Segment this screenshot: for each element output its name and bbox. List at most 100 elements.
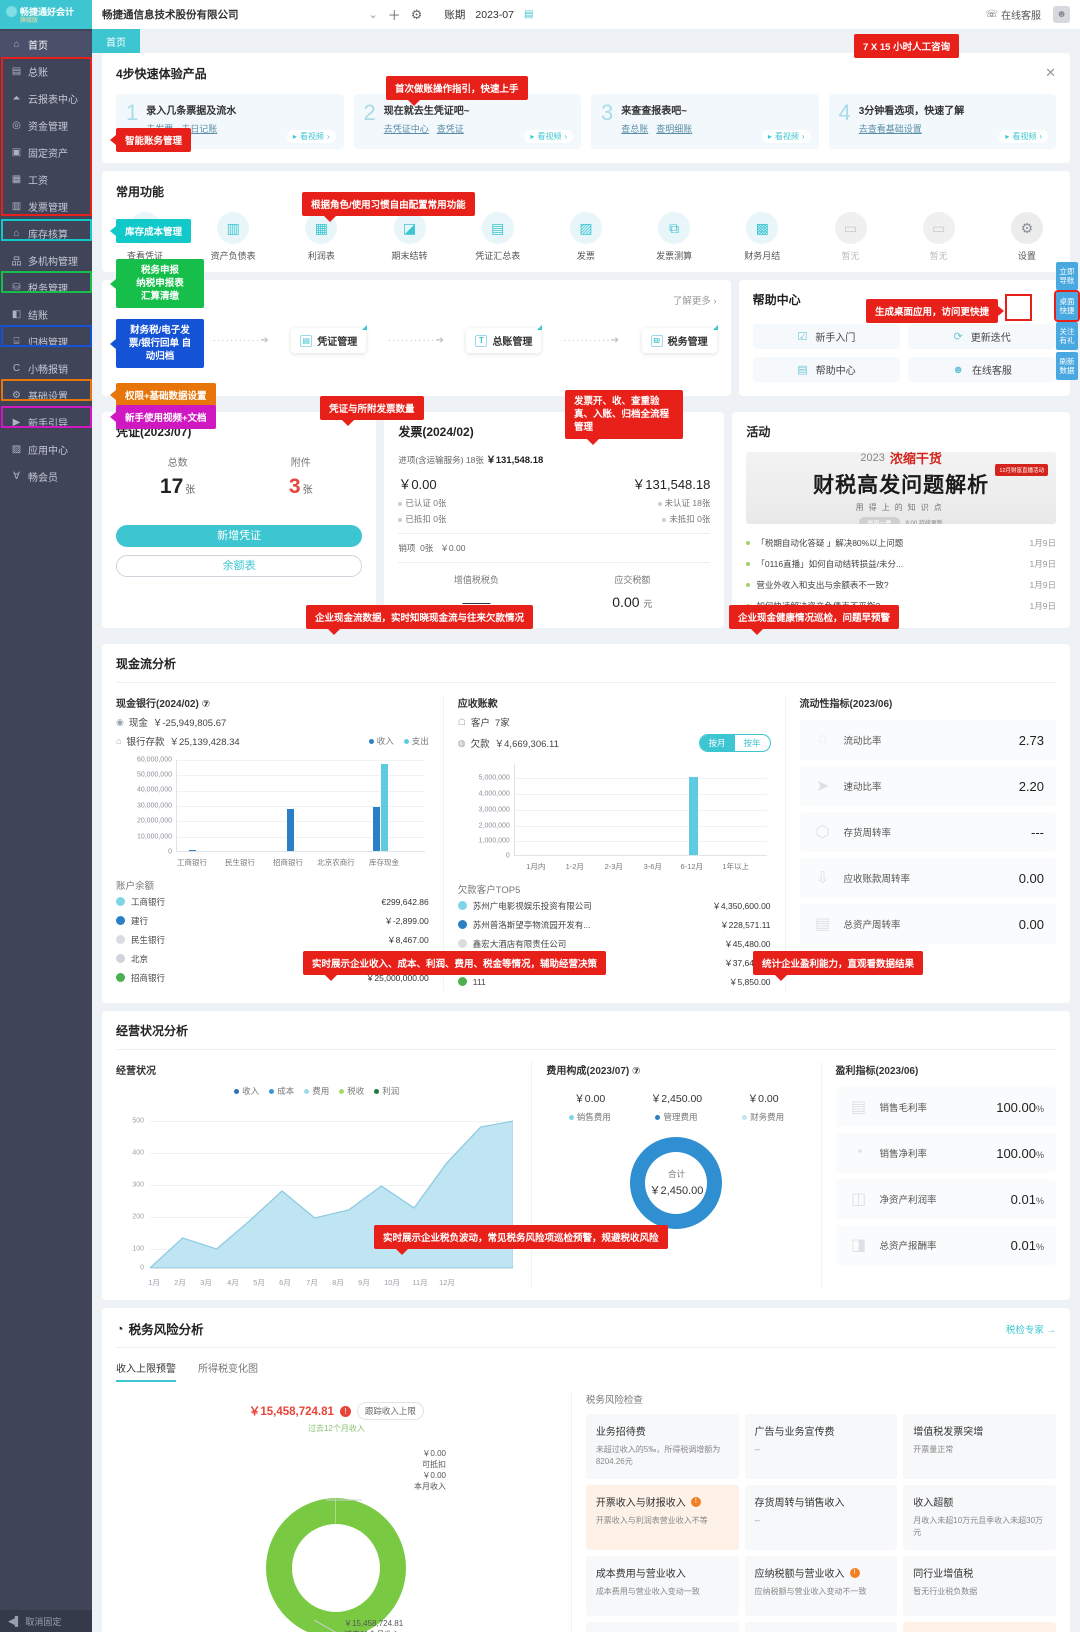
fn-invoice-calc[interactable]: ⧉ 发票测算 (645, 212, 703, 262)
period-value[interactable]: 2023-07 (475, 8, 514, 21)
risk-cell[interactable]: 应付账款与营业成本! 应付账款与营业成本变动不一致 (585, 1622, 739, 1632)
risk-cell[interactable]: 成本费用与营业收入 成本费用与营业收入变动一致 (585, 1556, 739, 1616)
avatar[interactable]: ☻ (1053, 6, 1070, 23)
warning-icon[interactable]: ! (339, 1405, 351, 1417)
tax-expert-link[interactable]: 税检专家 → (1005, 1324, 1056, 1336)
risk-cell[interactable]: 同行业增值税 暂无行业税负数据 (903, 1556, 1056, 1616)
flow-node-voucher[interactable]: ▤ 凭证管理 (291, 325, 368, 353)
sidebar-item-multi-org[interactable]: 品 多机构管理 (0, 247, 92, 274)
risk-cell[interactable]: 广告与业务宣传费 -- (744, 1414, 898, 1479)
sidebar-item-ledger[interactable]: ▤ 总账 (0, 58, 92, 85)
fn-empty-slot[interactable]: ▭ 暂无 (910, 212, 968, 262)
list-item[interactable]: 「税期自动化答疑 」解决80%以上问题 1月9日 (746, 532, 1056, 553)
sidebar-item-fixed-asset[interactable]: ▣ 固定资产 (0, 139, 92, 166)
online-service-button[interactable]: ☏ 在线客服 (985, 7, 1041, 22)
sidebar-item-inventory[interactable]: ⌂ 库存核算 (0, 220, 92, 247)
step-link[interactable]: 去日记账 (181, 124, 218, 134)
balance-sheet-button[interactable]: 余额表 (116, 555, 363, 577)
fn-balance-sheet[interactable]: ▥ 资产负债表 (204, 212, 262, 262)
step-link[interactable]: 去查看基础设置 (858, 124, 922, 134)
watch-video-button[interactable]: ▸ 看视频 › (286, 130, 336, 143)
sidebar-item-settings[interactable]: ⚙ 基础设置 (0, 382, 92, 409)
flow-node-ledger[interactable]: T 总账管理 (466, 325, 543, 353)
step-card[interactable]: 2 现在就去生凭证吧~ 去凭证中心 查凭证 ▸ 看视频 › (353, 94, 581, 149)
help-btn-label: 更新迭代 (970, 333, 1011, 344)
help-support-button[interactable]: ☻ 在线客服 (908, 357, 1056, 382)
step-link[interactable]: 查明细账 (656, 124, 693, 134)
page-scroll[interactable]: 4步快速体验产品 ✕ 1 录入几条票据及流水 去发票 去日记账 (92, 53, 1080, 1632)
risk-cell[interactable]: 应收账款与营业收入! 应收账款与营业收入变动不一致 (744, 1622, 898, 1632)
bank-icon: ⌂ (116, 736, 122, 746)
rail-item-import[interactable]: 立即 导账 (1056, 262, 1078, 290)
watch-video-button[interactable]: ▸ 看视频 › (999, 130, 1048, 143)
add-voucher-button[interactable]: 新增凭证 (116, 525, 363, 547)
sidebar-item-cloud-report[interactable]: ⏶ 云报表中心 (0, 85, 92, 112)
risk-cell[interactable]: 收入超额 月收入未超10万元且季收入未超30万元 (903, 1485, 1056, 1550)
tab-home[interactable]: 首页 (92, 29, 140, 53)
fn-voucher-summary[interactable]: ▤ 凭证汇总表 (469, 212, 527, 262)
help-beginner-button[interactable]: ☑ 新手入门 (752, 324, 901, 349)
risk-cell[interactable]: 开票收入与财报收入! 开票收入与利润表营业收入不等 (585, 1485, 739, 1550)
list-item[interactable]: 营业外收入和支出与余额表不一致? 1月9日 (746, 574, 1056, 595)
rail-item-follow[interactable]: 关注 有礼 (1056, 322, 1078, 350)
step-card[interactable]: 1 录入几条票据及流水 去发票 去日记账 ▸ 看视频› (116, 94, 344, 149)
risk-cell[interactable]: 存货周转与销售收入 -- (744, 1485, 898, 1550)
vat-burden-label: 增值税税负 (453, 575, 499, 585)
fn-settings[interactable]: ⚙ 设置 (998, 212, 1056, 262)
tab-income-limit-warning[interactable]: 收入上限预警 (116, 1360, 176, 1382)
calendar-icon[interactable]: ▤ (523, 9, 534, 20)
step-link[interactable]: 查总账 (621, 124, 649, 134)
step-link[interactable]: 查凭证 (436, 124, 464, 134)
step-card[interactable]: 4 3分钟看选项，快速了解 去查看基础设置 ▸ 看视频 › (828, 94, 1056, 149)
sidebar-item-invoice[interactable]: ▥ 发票管理 (0, 193, 92, 220)
callout-voucher: 凭证与所附发票数量 (320, 396, 424, 426)
risk-cell[interactable]: 附加税! 未计提 (903, 1622, 1056, 1632)
flow-node-tax[interactable]: ₪ 税务管理 (641, 325, 718, 353)
period-toggle[interactable]: 按月 按年 (698, 734, 771, 752)
list-item[interactable]: 「0116直播」如何自动结转损益/未分... 1月9日 (746, 553, 1056, 574)
fn-profit-sheet[interactable]: ▦ 利润表 (292, 212, 350, 262)
fn-empty-slot[interactable]: ▭ 暂无 (822, 212, 880, 262)
risk-cell[interactable]: 业务招待费 未超过收入的5‰，所得税调增额为8204.26元 (585, 1414, 739, 1479)
close-icon[interactable]: ✕ (1045, 65, 1056, 80)
activity-banner[interactable]: 12月财富直播活动 2023 浓缩干货 财税高发问题解析 用得上的知识点 每周一… (746, 452, 1057, 524)
cloud-icon (6, 5, 17, 17)
step-card[interactable]: 3 来查查报表吧~ 查总账 查明细账 ▸ 看视频 › (591, 94, 819, 149)
sidebar-item-tax[interactable]: ⛁ 税务管理 (0, 274, 92, 301)
sidebar-item-salary[interactable]: ▦ 工资 (0, 166, 92, 193)
tab-income-tax-chart[interactable]: 所得税变化图 (198, 1364, 258, 1375)
watch-video-button[interactable]: ▸ 看视频 › (524, 130, 573, 143)
sidebar-item-home[interactable]: ⌂ 首页 (0, 31, 92, 58)
risk-cell[interactable]: 应纳税额与营业收入! 应纳税额与营业收入变动不一致 (744, 1556, 898, 1616)
step-link[interactable]: 去凭证中心 (383, 124, 429, 134)
fn-month-close[interactable]: ▩ 财务月结 (733, 212, 791, 262)
app-logo[interactable]: 畅捷通好会计 旗舰版 (0, 0, 92, 29)
sidebar-item-vip[interactable]: ∀ 畅会员 (0, 463, 92, 490)
sidebar-item-close-period[interactable]: ◧ 结账 (0, 301, 92, 328)
track-income-limit-button[interactable]: 跟踪收入上限 (356, 1402, 424, 1420)
fn-carryover[interactable]: ◪ 期末结转 (381, 212, 439, 262)
company-name[interactable]: 畅捷通信息技术股份有限公司 (102, 9, 239, 21)
watch-video-button[interactable]: ▸ 看视频 › (761, 130, 811, 143)
fn-invoice[interactable]: ▨ 发票 (557, 212, 615, 262)
sidebar-item-fund[interactable]: ◎ 资金管理 (0, 112, 92, 139)
sidebar-item-archive[interactable]: ⌸ 归档管理 (0, 328, 92, 355)
net-margin-icon: ◔ (853, 1144, 864, 1161)
learn-more-link[interactable]: 了解更多 › (672, 295, 717, 307)
sidebar-item-appcenter[interactable]: ▨ 应用中心 (0, 436, 92, 463)
help-center-button[interactable]: ▤ 帮助中心 (752, 357, 901, 382)
sidebar-pin-toggle[interactable]: ◀▌ 取消固定 (0, 1610, 92, 1632)
toggle-yearly[interactable]: 按年 (743, 738, 761, 748)
toggle-monthly[interactable]: 按月 (699, 735, 735, 751)
question-icon[interactable]: ⑦ (201, 699, 211, 710)
plus-icon[interactable]: ＋ (387, 8, 401, 23)
rail-item-desktop-shortcut[interactable]: 桌面 快捷 (1054, 290, 1080, 322)
sidebar-item-reimburse[interactable]: C 小畅报销 (0, 355, 92, 382)
risk-cell[interactable]: 增值税发票突增 开票量正常 (903, 1414, 1056, 1479)
help-update-button[interactable]: ⟳ 更新迭代 (908, 324, 1056, 349)
gear-icon[interactable]: ⚙ (410, 6, 423, 22)
chevron-down-icon[interactable]: ⌄ (368, 9, 378, 21)
question-icon[interactable]: ⑦ (632, 1066, 641, 1077)
rail-item-refresh[interactable]: 刷新 数据 (1056, 352, 1078, 380)
sidebar-item-guide[interactable]: ▶ 新手引导 (0, 409, 92, 436)
